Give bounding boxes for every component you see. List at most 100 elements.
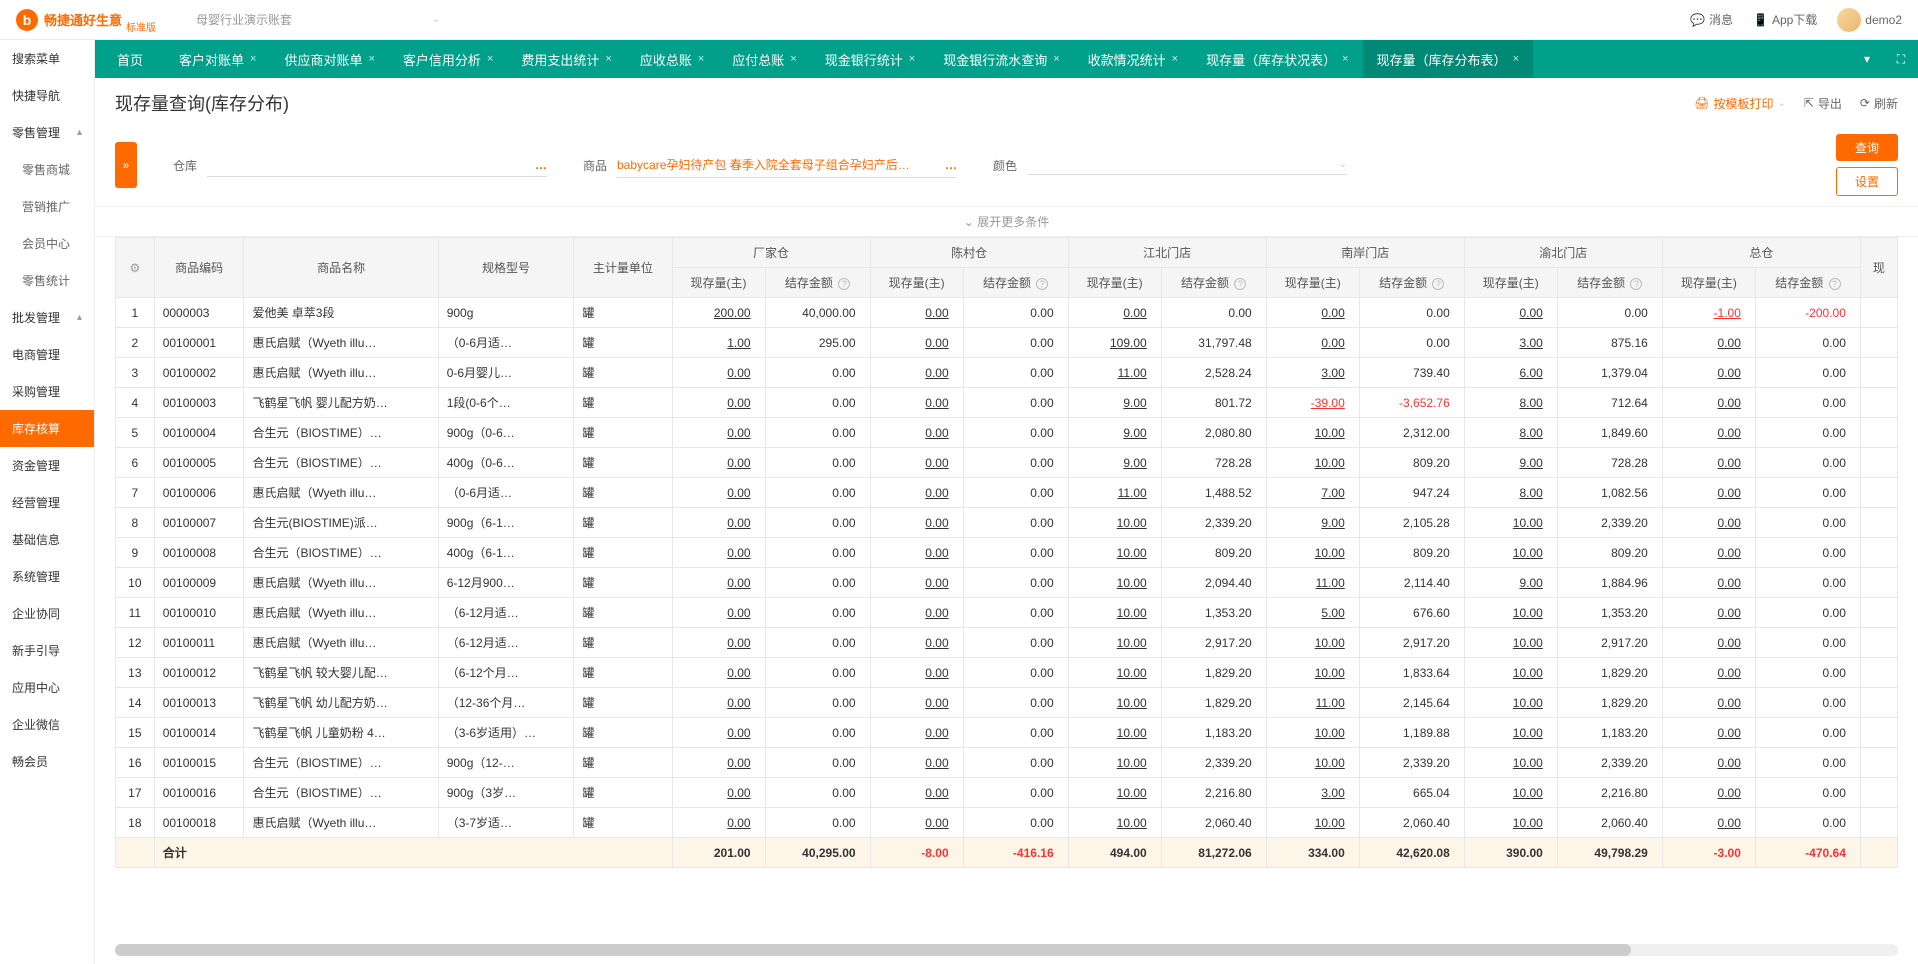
color-filter: 颜色 ⌄ — [977, 155, 1347, 175]
tab[interactable]: 收款情况统计× — [1074, 40, 1192, 78]
close-icon[interactable]: × — [250, 53, 256, 65]
sidebar-item[interactable]: 资金管理 — [0, 447, 94, 484]
fullscreen-button[interactable]: ⛶ — [1884, 40, 1918, 78]
close-icon[interactable]: × — [605, 53, 611, 65]
sidebar-item[interactable]: 快捷导航 — [0, 77, 94, 114]
total-row: 合计201.0040,295.00-8.00-416.16494.0081,27… — [116, 838, 1898, 868]
table-row[interactable]: 1000100009惠氏启赋（Wyeth illu…6-12月900…罐0.00… — [116, 568, 1898, 598]
sidebar-item[interactable]: 零售管理▴ — [0, 114, 94, 151]
tab-bar: 首页客户对账单×供应商对账单×客户信用分析×费用支出统计×应收总账×应付总账×现… — [95, 40, 1918, 78]
table-row[interactable]: 1300100012飞鹤星飞帆 较大婴儿配…（6-12个月…罐0.000.000… — [116, 658, 1898, 688]
page: 现存量查询(库存分布) 🖨按模板打印⌄ ⇱导出 ⟳刷新 » 仓库 … 商品 ba… — [95, 78, 1918, 964]
table-row[interactable]: 800100007合生元(BIOSTIME)派…900g（6-1…罐0.000.… — [116, 508, 1898, 538]
table-row[interactable]: 600100005合生元（BIOSTIME）…400g（0-6…罐0.000.0… — [116, 448, 1898, 478]
table-row[interactable]: 500100004合生元（BIOSTIME）…900g（0-6…罐0.000.0… — [116, 418, 1898, 448]
sidebar-item[interactable]: 基础信息 — [0, 521, 94, 558]
close-icon[interactable]: × — [368, 53, 374, 65]
gear-icon[interactable]: ⚙ — [129, 261, 140, 275]
tab[interactable]: 费用支出统计× — [507, 40, 625, 78]
table-row[interactable]: 200100001惠氏启赋（Wyeth illu…（0-6月适…罐1.00295… — [116, 328, 1898, 358]
messages-link[interactable]: 💬消息 — [1690, 11, 1733, 28]
close-icon[interactable]: × — [487, 53, 493, 65]
table-row[interactable]: 1500100014飞鹤星飞帆 儿童奶粉 4…（3-6岁适用）…罐0.000.0… — [116, 718, 1898, 748]
expand-more-filters[interactable]: ⌄ 展开更多条件 — [95, 206, 1918, 237]
top-right: 💬消息 📱App下载 demo2 — [1690, 8, 1902, 32]
product-filter: 商品 babycare孕妇待产包 春季入院全套母子组合孕妇产后冬季月子用品 22… — [567, 152, 957, 178]
sidebar-item[interactable]: 搜索菜单 — [0, 40, 94, 77]
phone-icon: 📱 — [1753, 13, 1768, 27]
sidebar-item[interactable]: 应用中心 — [0, 669, 94, 706]
table-row[interactable]: 700100006惠氏启赋（Wyeth illu…（0-6月适…罐0.000.0… — [116, 478, 1898, 508]
page-header: 现存量查询(库存分布) 🖨按模板打印⌄ ⇱导出 ⟳刷新 — [95, 78, 1918, 128]
setting-button[interactable]: 设置 — [1836, 167, 1898, 196]
table-row[interactable]: 1100100010惠氏启赋（Wyeth illu…（6-12月适…罐0.000… — [116, 598, 1898, 628]
sidebar-item[interactable]: 企业微信 — [0, 706, 94, 743]
chevron-down-icon: ⌄ — [964, 215, 977, 229]
tab[interactable]: 现金银行流水查询× — [929, 40, 1073, 78]
close-icon[interactable]: × — [1172, 53, 1178, 65]
color-input[interactable]: ⌄ — [1027, 155, 1347, 175]
table-row[interactable]: 400100003飞鹤星飞帆 婴儿配方奶…1段(0-6个…罐0.000.000.… — [116, 388, 1898, 418]
sidebar-subitem[interactable]: 零售商城 — [0, 151, 94, 188]
sidebar-item[interactable]: 经营管理 — [0, 484, 94, 521]
expand-filters-button[interactable]: » — [115, 142, 137, 188]
table-row[interactable]: 10000003爱他美 卓萃3段900g罐200.0040,000.000.00… — [116, 298, 1898, 328]
filter-buttons: 查询 设置 — [1836, 134, 1898, 196]
tab[interactable]: 应收总账× — [626, 40, 718, 78]
tab[interactable]: 现存量（库存状况表）× — [1192, 40, 1362, 78]
more-icon[interactable]: … — [535, 158, 547, 172]
user-menu[interactable]: demo2 — [1837, 8, 1902, 32]
tab[interactable]: 客户对账单× — [165, 40, 270, 78]
sidebar-item[interactable]: 库存核算 — [0, 410, 94, 447]
tab[interactable]: 现金银行统计× — [811, 40, 929, 78]
sidebar-item[interactable]: 系统管理 — [0, 558, 94, 595]
top-bar: b 畅捷通好生意 标准版 母婴行业演示账套 ⌄ 💬消息 📱App下载 demo2 — [0, 0, 1918, 40]
close-icon[interactable]: × — [1513, 53, 1519, 65]
table-row[interactable]: 900100008合生元（BIOSTIME）…400g（6-1…罐0.000.0… — [116, 538, 1898, 568]
app-download-link[interactable]: 📱App下载 — [1753, 11, 1817, 28]
tab[interactable]: 应付总账× — [718, 40, 810, 78]
avatar — [1837, 8, 1861, 32]
close-icon[interactable]: × — [1053, 53, 1059, 65]
close-icon[interactable]: × — [790, 53, 796, 65]
print-icon: 🖨 — [1694, 96, 1709, 110]
horizontal-scrollbar[interactable] — [115, 944, 1898, 956]
close-icon[interactable]: × — [1342, 53, 1348, 65]
sidebar-subitem[interactable]: 会员中心 — [0, 225, 94, 262]
table-row[interactable]: 1800100018惠氏启赋（Wyeth illu…（3-7岁适…罐0.000.… — [116, 808, 1898, 838]
product-input[interactable]: babycare孕妇待产包 春季入院全套母子组合孕妇产后冬季月子用品 22件套 … — [617, 152, 957, 178]
export-button[interactable]: ⇱导出 — [1804, 95, 1842, 112]
sidebar-subitem[interactable]: 零售统计 — [0, 262, 94, 299]
table-row[interactable]: 1400100013飞鹤星飞帆 幼儿配方奶…（12-36个月…罐0.000.00… — [116, 688, 1898, 718]
sidebar-item[interactable]: 畅会员 — [0, 743, 94, 780]
close-icon[interactable]: × — [698, 53, 704, 65]
tab[interactable]: 客户信用分析× — [389, 40, 507, 78]
table-row[interactable]: 1600100015合生元（BIOSTIME）…900g（12-…罐0.000.… — [116, 748, 1898, 778]
page-title: 现存量查询(库存分布) — [115, 90, 289, 116]
refresh-button[interactable]: ⟳刷新 — [1860, 95, 1898, 112]
sidebar-item[interactable]: 新手引导 — [0, 632, 94, 669]
tabs-menu-button[interactable]: ▾ — [1850, 40, 1884, 78]
more-icon[interactable]: … — [945, 158, 957, 172]
close-icon[interactable]: × — [909, 53, 915, 65]
warehouse-input[interactable]: … — [207, 154, 547, 177]
sidebar-item[interactable]: 批发管理▴ — [0, 299, 94, 336]
print-button[interactable]: 🖨按模板打印⌄ — [1694, 95, 1786, 112]
sidebar-item[interactable]: 企业协同 — [0, 595, 94, 632]
product-label: 商品 — [567, 157, 607, 174]
query-button[interactable]: 查询 — [1836, 134, 1898, 161]
warehouse-filter: 仓库 … — [157, 154, 547, 177]
sidebar-subitem[interactable]: 营销推广 — [0, 188, 94, 225]
scrollbar-thumb[interactable] — [115, 944, 1631, 956]
tab[interactable]: 现存量（库存分布表）× — [1363, 40, 1533, 78]
tab[interactable]: 首页 — [95, 40, 165, 78]
tab[interactable]: 供应商对账单× — [270, 40, 388, 78]
sidebar-item[interactable]: 采购管理 — [0, 373, 94, 410]
table-row[interactable]: 1200100011惠氏启赋（Wyeth illu…（6-12月适…罐0.000… — [116, 628, 1898, 658]
table-row[interactable]: 300100002惠氏启赋（Wyeth illu…0-6月婴儿…罐0.000.0… — [116, 358, 1898, 388]
sidebar-item[interactable]: 电商管理 — [0, 336, 94, 373]
env-selector[interactable]: 母婴行业演示账套 ⌄ — [196, 11, 440, 28]
env-name: 母婴行业演示账套 — [196, 11, 292, 28]
table-container[interactable]: ⚙商品编码商品名称规格型号主计量单位厂家仓陈村仓江北门店南岸门店渝北门店总仓现现… — [95, 237, 1918, 944]
table-row[interactable]: 1700100016合生元（BIOSTIME）…900g（3岁…罐0.000.0… — [116, 778, 1898, 808]
